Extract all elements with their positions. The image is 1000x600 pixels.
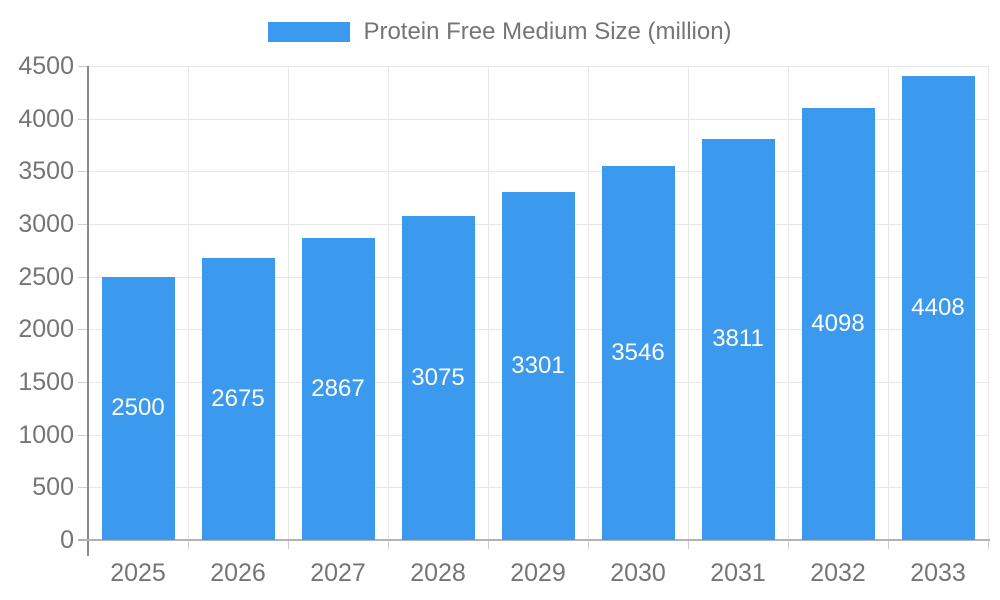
y-axis-tick: [78, 224, 88, 225]
x-axis-tick-label: 2029: [510, 559, 566, 587]
bar[interactable]: [801, 108, 875, 540]
y-axis-tick-label: 3000: [18, 210, 74, 238]
x-axis-tick-label: 2026: [210, 559, 266, 587]
x-axis-tick: [688, 540, 689, 549]
gridline-vertical: [288, 66, 289, 540]
bar[interactable]: [301, 238, 375, 540]
legend[interactable]: Protein Free Medium Size (million): [0, 14, 1000, 50]
legend-label: Protein Free Medium Size (million): [363, 18, 732, 45]
bar[interactable]: [201, 258, 275, 540]
x-axis-tick: [488, 540, 489, 549]
bar[interactable]: [501, 192, 575, 540]
bar[interactable]: [701, 138, 775, 540]
gridline-horizontal: [88, 66, 988, 67]
gridline-vertical: [388, 66, 389, 540]
y-axis-tick: [78, 118, 88, 120]
x-axis-zero-line: [78, 539, 990, 541]
y-axis-tick-label: 1500: [18, 368, 74, 396]
y-axis-tick: [78, 171, 88, 173]
bar[interactable]: [401, 216, 475, 540]
x-axis-tick: [888, 540, 889, 549]
x-axis-tick-label: 2032: [810, 559, 866, 587]
gridline-vertical: [788, 66, 789, 540]
x-axis-tick-label: 2027: [310, 559, 366, 587]
x-axis-tick-label: 2033: [910, 559, 966, 587]
y-axis-tick: [78, 382, 88, 383]
y-axis-tick: [78, 66, 88, 67]
x-axis-tick-label: 2030: [610, 559, 666, 587]
gridline-vertical: [888, 66, 889, 540]
x-axis-tick-label: 2025: [110, 559, 166, 587]
x-axis-tick: [588, 540, 589, 549]
y-axis-tick-label: 1000: [18, 420, 74, 449]
bar-value-label: 3546: [611, 339, 665, 367]
bar-value-label: 4098: [811, 310, 865, 338]
y-axis-tick-label: 500: [32, 473, 74, 502]
y-axis-tick-label: 4000: [18, 104, 74, 133]
x-axis-tick: [288, 540, 289, 549]
bar-value-label: 2675: [211, 385, 265, 413]
y-axis-tick-label: 2500: [18, 262, 74, 291]
x-axis-tick: [988, 540, 989, 549]
bar-value-label: 3301: [511, 352, 565, 380]
x-axis-tick: [388, 540, 389, 549]
gridline-vertical: [488, 66, 489, 540]
gridline-vertical: [988, 66, 989, 540]
y-axis-tick-label: 2000: [18, 315, 74, 344]
y-axis-tick-label: 3500: [18, 157, 74, 186]
x-axis-tick-label: 2031: [710, 559, 766, 587]
bar-value-label: 4408: [911, 293, 965, 321]
bar-value-label: 3811: [712, 325, 764, 353]
bar-value-label: 2867: [311, 375, 365, 402]
y-axis-tick-label: 0: [60, 526, 74, 554]
y-axis-tick: [78, 276, 88, 278]
gridline-vertical: [688, 66, 689, 540]
gridline-horizontal: [88, 171, 988, 173]
x-axis-tick: [788, 540, 789, 549]
gridline-horizontal: [88, 118, 988, 120]
gridline-vertical: [588, 66, 589, 540]
bar[interactable]: [101, 276, 175, 540]
y-axis-line: [87, 66, 89, 556]
bar-value-label: 3075: [411, 364, 465, 392]
y-axis-tick: [78, 434, 88, 436]
bar-value-label: 2500: [111, 394, 165, 422]
gridline-vertical: [188, 66, 189, 540]
legend-swatch-icon: [268, 22, 351, 42]
y-axis-tick: [78, 329, 88, 331]
y-axis-tick: [78, 487, 88, 489]
x-axis-tick-label: 2028: [410, 559, 466, 587]
y-axis-tick-label: 4500: [18, 52, 74, 80]
bar[interactable]: [601, 166, 675, 540]
bar[interactable]: [901, 75, 975, 540]
x-axis-tick: [188, 540, 189, 549]
